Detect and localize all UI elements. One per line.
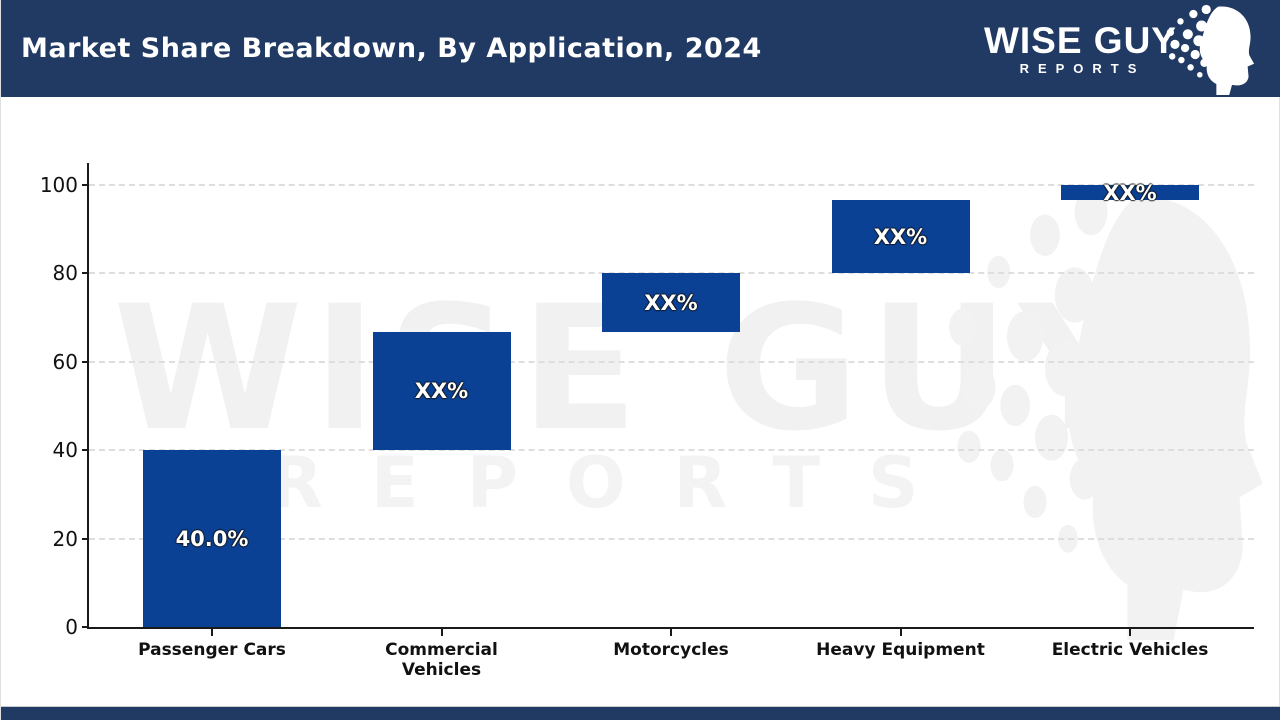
brand-logo-text: WISE GUY REPORTS (984, 22, 1177, 76)
y-tick-mark (82, 360, 89, 363)
watermark-brand-subtitle: REPORTS (269, 442, 967, 524)
x-category-label: Motorcycles (613, 640, 729, 660)
x-category-label: Passenger Cars (138, 640, 286, 660)
bar-value-label: XX% (644, 290, 698, 315)
y-axis-line (87, 163, 89, 627)
bar-value-label: 40.0% (175, 526, 249, 551)
y-tick-label: 0 (65, 615, 78, 639)
x-tick-mark (211, 629, 213, 636)
bar-value-label: XX% (1103, 180, 1157, 205)
x-tick-mark (670, 629, 672, 636)
brand-name: WISE GUY (983, 19, 1177, 61)
x-tick-mark (1129, 629, 1131, 636)
footer-bar (1, 706, 1280, 720)
gridline-y-20 (89, 537, 1254, 540)
bar-value-label: XX% (414, 379, 469, 404)
watermark-dotted-head-icon (949, 189, 1263, 640)
y-tick-mark (82, 449, 89, 452)
brand-subtitle: REPORTS (1019, 60, 1146, 76)
page-title: Market Share Breakdown, By Application, … (21, 33, 762, 64)
gridline-y-60 (89, 360, 1254, 363)
y-tick-mark (82, 537, 89, 540)
bar-commercial-vehicles: XX% (372, 332, 511, 451)
gridline-y-100 (89, 184, 1254, 186)
y-tick-label: 100 (39, 173, 78, 197)
bar-motorcycles: XX% (602, 273, 740, 333)
bar-passenger-cars: 40.0% (143, 450, 281, 627)
y-tick-mark (82, 272, 89, 275)
x-category-label: Electric Vehicles (1051, 640, 1209, 660)
x-tick-mark (899, 629, 902, 636)
header-bar: Market Share Breakdown, By Application, … (1, 0, 1280, 97)
gridline-y-40 (89, 449, 1254, 452)
y-tick-mark (82, 184, 89, 186)
x-category-label: Heavy Equipment (816, 640, 985, 660)
x-tick-mark (440, 629, 443, 636)
x-category-label: Commercial Vehicles (385, 640, 498, 681)
y-tick-label: 40 (52, 438, 78, 463)
y-tick-label: 60 (52, 349, 78, 374)
bar-electric-vehicles: XX% (1061, 181, 1199, 205)
brand-logo: WISE GUY REPORTS (984, 0, 1255, 97)
y-tick-label: 80 (52, 261, 78, 286)
x-axis-line (87, 627, 1254, 629)
y-tick-label: 20 (52, 526, 78, 551)
y-tick-mark (82, 626, 89, 628)
dotted-head-icon (1166, 4, 1255, 95)
bar-value-label: XX% (873, 224, 928, 249)
bar-heavy-equipment: XX% (831, 200, 970, 274)
